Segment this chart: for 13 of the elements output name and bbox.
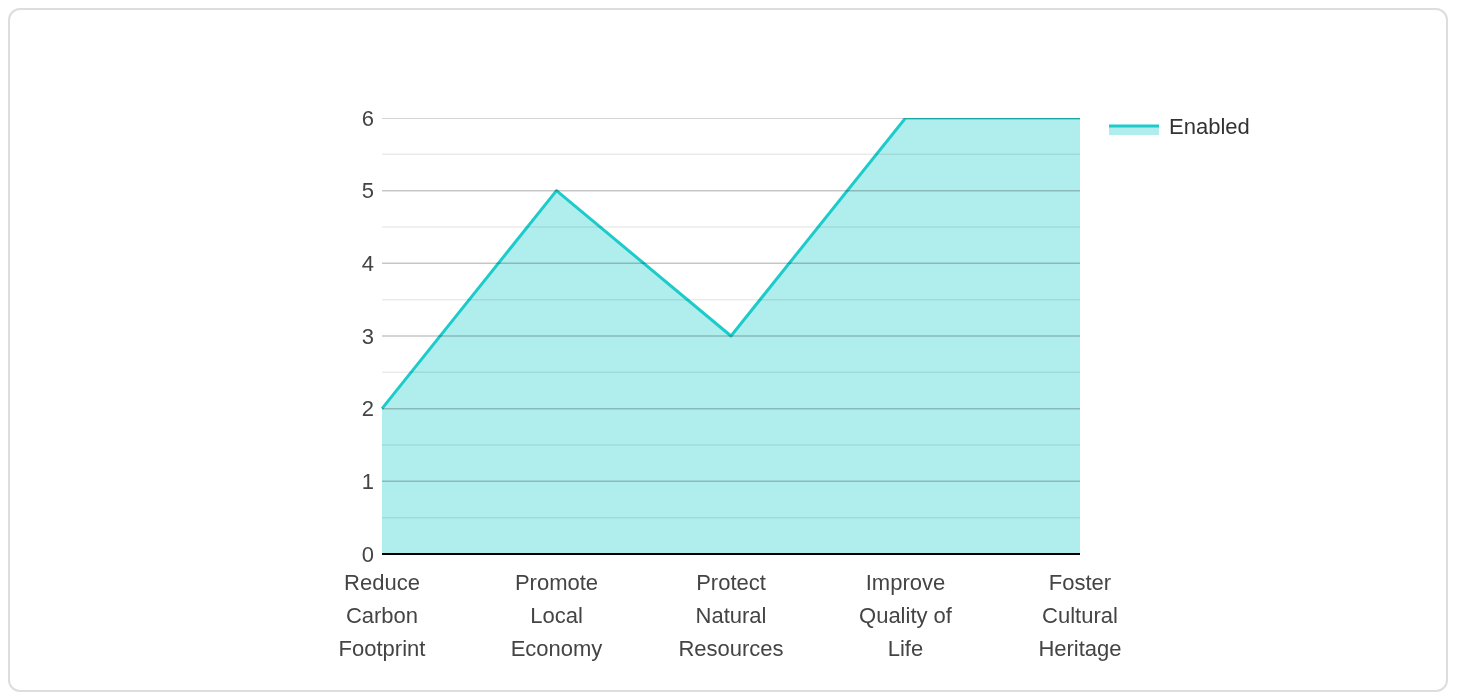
y-tick-label: 1 [361, 469, 374, 495]
x-tick-label: Promote Local Economy [510, 570, 603, 661]
x-tick-label: Reduce Carbon Footprint [338, 570, 426, 661]
y-tick-label: 4 [361, 251, 374, 277]
x-tick-label: Protect Natural Resources [678, 570, 784, 661]
y-tick-label: 6 [361, 105, 374, 131]
x-tick-label: Improve Quality of Life [859, 570, 953, 661]
legend-label: Enabled [1169, 114, 1250, 140]
x-tick-label: Foster Cultural Heritage [1038, 570, 1122, 661]
y-tick-label: 5 [361, 178, 374, 204]
y-tick-label: 2 [361, 396, 374, 422]
y-tick-label: 0 [361, 541, 374, 567]
y-tick-label: 3 [361, 323, 374, 349]
